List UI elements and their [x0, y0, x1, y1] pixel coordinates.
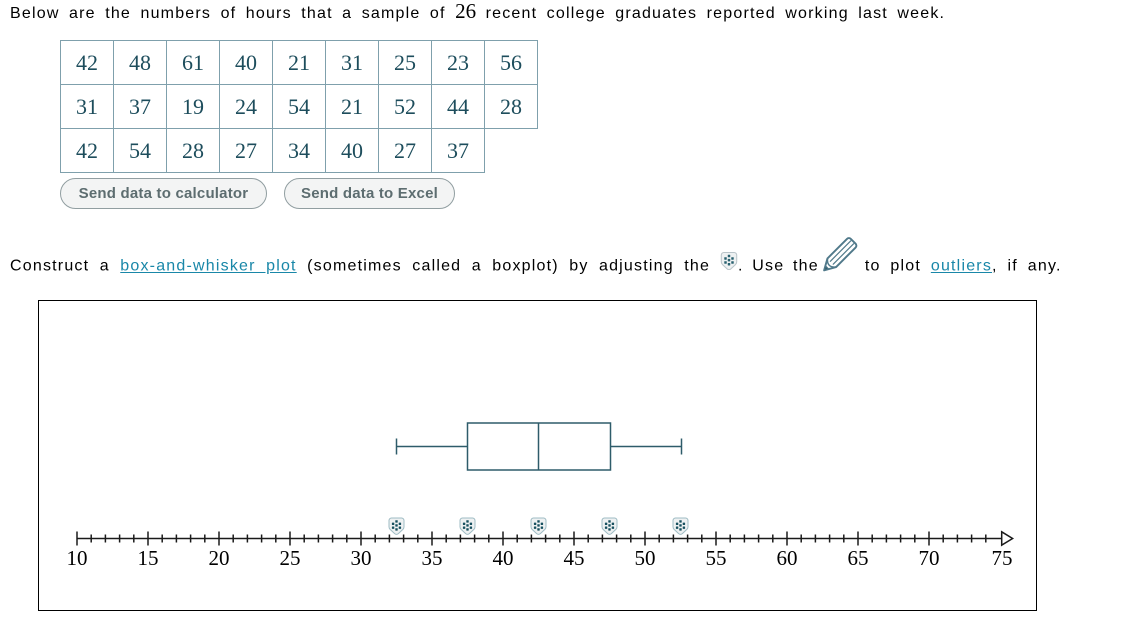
svg-text:65: 65 [848, 546, 869, 570]
svg-text:30: 30 [351, 546, 372, 570]
svg-text:60: 60 [777, 546, 798, 570]
svg-text:10: 10 [67, 546, 88, 570]
svg-text:70: 70 [919, 546, 940, 570]
svg-text:25: 25 [280, 546, 301, 570]
svg-text:45: 45 [564, 546, 585, 570]
svg-text:35: 35 [422, 546, 443, 570]
svg-text:50: 50 [635, 546, 656, 570]
svg-text:75: 75 [992, 546, 1013, 570]
svg-text:40: 40 [493, 546, 514, 570]
svg-text:15: 15 [138, 546, 159, 570]
svg-text:20: 20 [209, 546, 230, 570]
svg-text:55: 55 [706, 546, 727, 570]
